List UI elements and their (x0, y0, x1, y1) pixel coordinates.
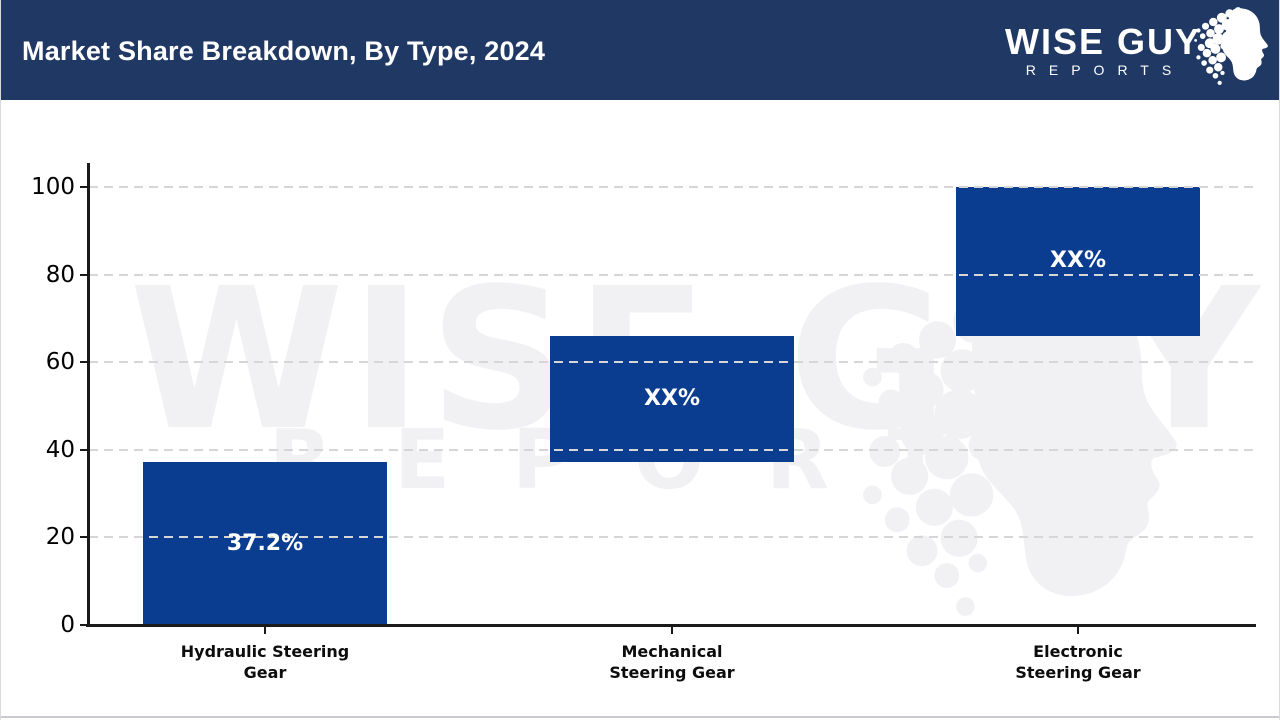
bar-value-label-1: 37.2% (226, 530, 304, 556)
y-tick-mark-40 (80, 448, 89, 451)
y-tick-mark-100 (80, 186, 89, 188)
x-tick-mark-2 (671, 625, 673, 634)
y-tick-label-0: 0 (60, 612, 75, 638)
gridline-100 (89, 186, 1256, 188)
bar-value-label-3: XX% (1050, 248, 1106, 274)
y-tick-mark-80 (80, 273, 89, 276)
gridline-80 (89, 273, 1256, 276)
y-axis-line (87, 163, 90, 625)
y-tick-mark-0 (80, 624, 89, 626)
chart-title: Market Share Breakdown, By Type, 2024 (22, 36, 546, 66)
y-tick-label-20: 20 (45, 524, 75, 551)
logo-head-icon (1194, 7, 1268, 85)
y-tick-mark-60 (80, 361, 89, 364)
x-tick-mark-1 (264, 625, 266, 634)
wise-guy-reports-logo: WISE GUY REPORTS (1005, 0, 1269, 100)
y-tick-label-40: 40 (45, 436, 75, 463)
x-category-label-1: Hydraulic Steering Gear (180, 642, 350, 682)
logo-reports-label: REPORTS (1025, 62, 1185, 78)
logo-text: WISE GUY REPORTS (1004, 21, 1201, 79)
header-bar: Market Share Breakdown, By Type, 2024 WI… (1, 0, 1279, 100)
x-tick-mark-3 (1077, 625, 1079, 634)
y-tick-label-60: 60 (45, 349, 75, 376)
bar-hydraulic-steering-gear (143, 462, 387, 625)
gridline-60 (89, 361, 1256, 364)
y-tick-label-100: 100 (31, 174, 75, 200)
chart-plot-area: 0 20 40 60 80 100 37.2% Hydraulic Steering Gear X… (1, 100, 1279, 720)
bottom-border-line (1, 716, 1279, 718)
bar-electronic-steering-gear (956, 187, 1200, 336)
y-tick-mark-20 (80, 536, 89, 539)
y-tick-label-80: 80 (45, 261, 75, 288)
bar-value-label-2: XX% (644, 385, 700, 411)
gridline-40 (89, 448, 1256, 451)
gridline-20 (89, 536, 1256, 539)
bar-mechanical-steering-gear (550, 335, 794, 463)
logo-wiseguy-label: WISE GUY (1004, 21, 1201, 62)
x-category-label-3: Electronic Steering Gear (1015, 642, 1141, 682)
x-category-label-2: Mechanical Steering Gear (609, 642, 735, 682)
x-axis-line (86, 624, 1256, 627)
